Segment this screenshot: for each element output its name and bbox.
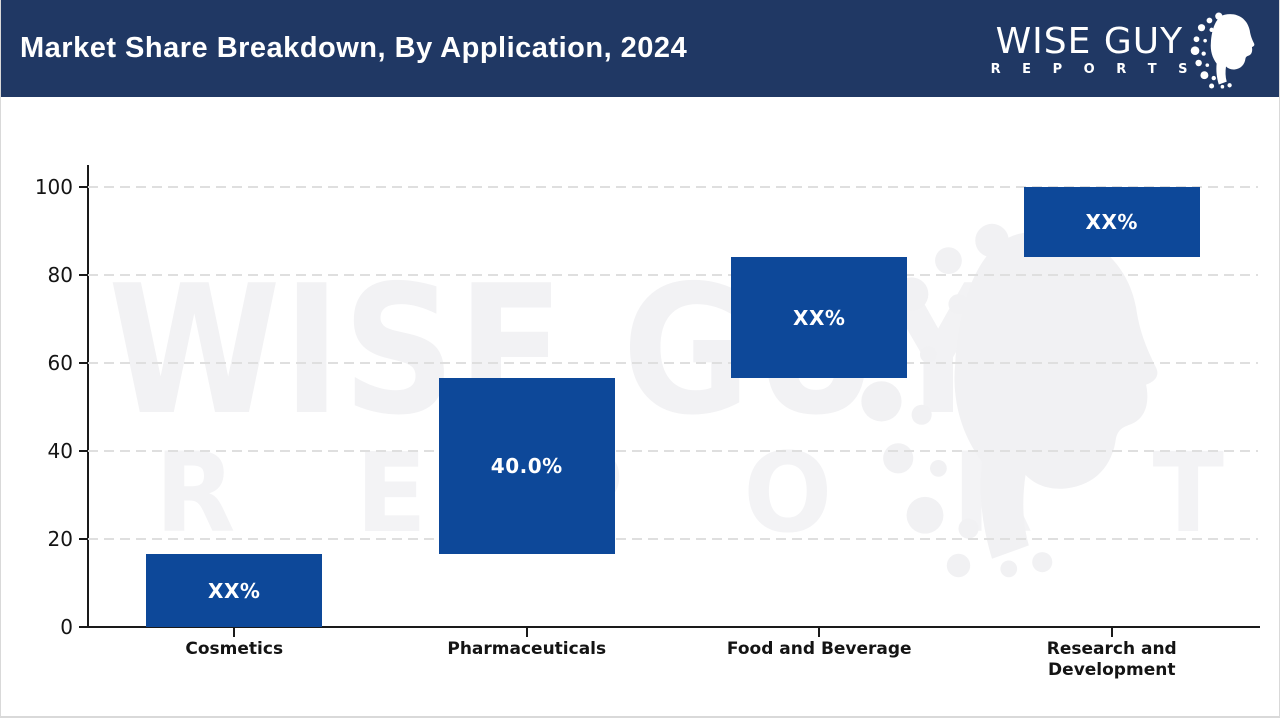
y-axis-tick <box>79 626 87 628</box>
bar-segment: XX% <box>146 554 323 627</box>
y-axis-tick <box>79 538 87 540</box>
head-profile-icon <box>1190 12 1255 89</box>
gridline <box>88 538 1258 540</box>
gridline <box>88 186 1258 188</box>
bar-value-label: 40.0% <box>490 454 563 479</box>
y-axis-tick <box>79 186 87 188</box>
x-axis-tick <box>525 628 528 637</box>
y-axis-tick-label: 100 <box>34 175 73 199</box>
x-axis-category-label: Pharmaceuticals <box>447 639 607 659</box>
x-axis-line <box>87 626 1260 628</box>
bar-segment: XX% <box>1023 187 1200 258</box>
y-axis-line <box>87 165 89 628</box>
app-header: Market Share Breakdown, By Application, … <box>0 0 1280 97</box>
gridline <box>88 450 1258 452</box>
y-axis-tick-label: 40 <box>47 439 73 463</box>
y-axis-tick <box>79 362 87 364</box>
y-axis-tick-label: 20 <box>47 527 73 551</box>
bar-segment: 40.0% <box>438 378 615 555</box>
x-axis-tick <box>818 628 821 637</box>
brand-text: WISE GUY R E P O R T S <box>983 20 1196 78</box>
gridline <box>88 362 1258 364</box>
gridline <box>88 274 1258 276</box>
x-axis-tick <box>233 628 236 637</box>
y-axis-tick-label: 0 <box>60 615 73 639</box>
y-axis-tick-label: 60 <box>47 351 73 375</box>
page-title: Market Share Breakdown, By Application, … <box>20 32 688 64</box>
brand-name: WISE GUY <box>995 20 1184 62</box>
y-axis-tick-label: 80 <box>47 263 73 287</box>
bar-value-label: XX% <box>1085 210 1138 235</box>
x-axis-category-label: Cosmetics <box>185 639 284 659</box>
x-axis-category-label: Research and Development <box>1046 639 1177 680</box>
x-axis-category-label: Food and Beverage <box>726 639 912 659</box>
brand-subtitle: R E P O R T S <box>990 61 1196 77</box>
y-axis-tick <box>79 274 87 276</box>
x-axis-tick <box>1110 628 1113 637</box>
brand-logo: WISE GUY R E P O R T S <box>991 8 1262 92</box>
bar-value-label: XX% <box>208 578 261 603</box>
y-axis-tick <box>79 450 87 452</box>
bar-value-label: XX% <box>793 305 846 330</box>
bar-segment: XX% <box>731 257 908 379</box>
